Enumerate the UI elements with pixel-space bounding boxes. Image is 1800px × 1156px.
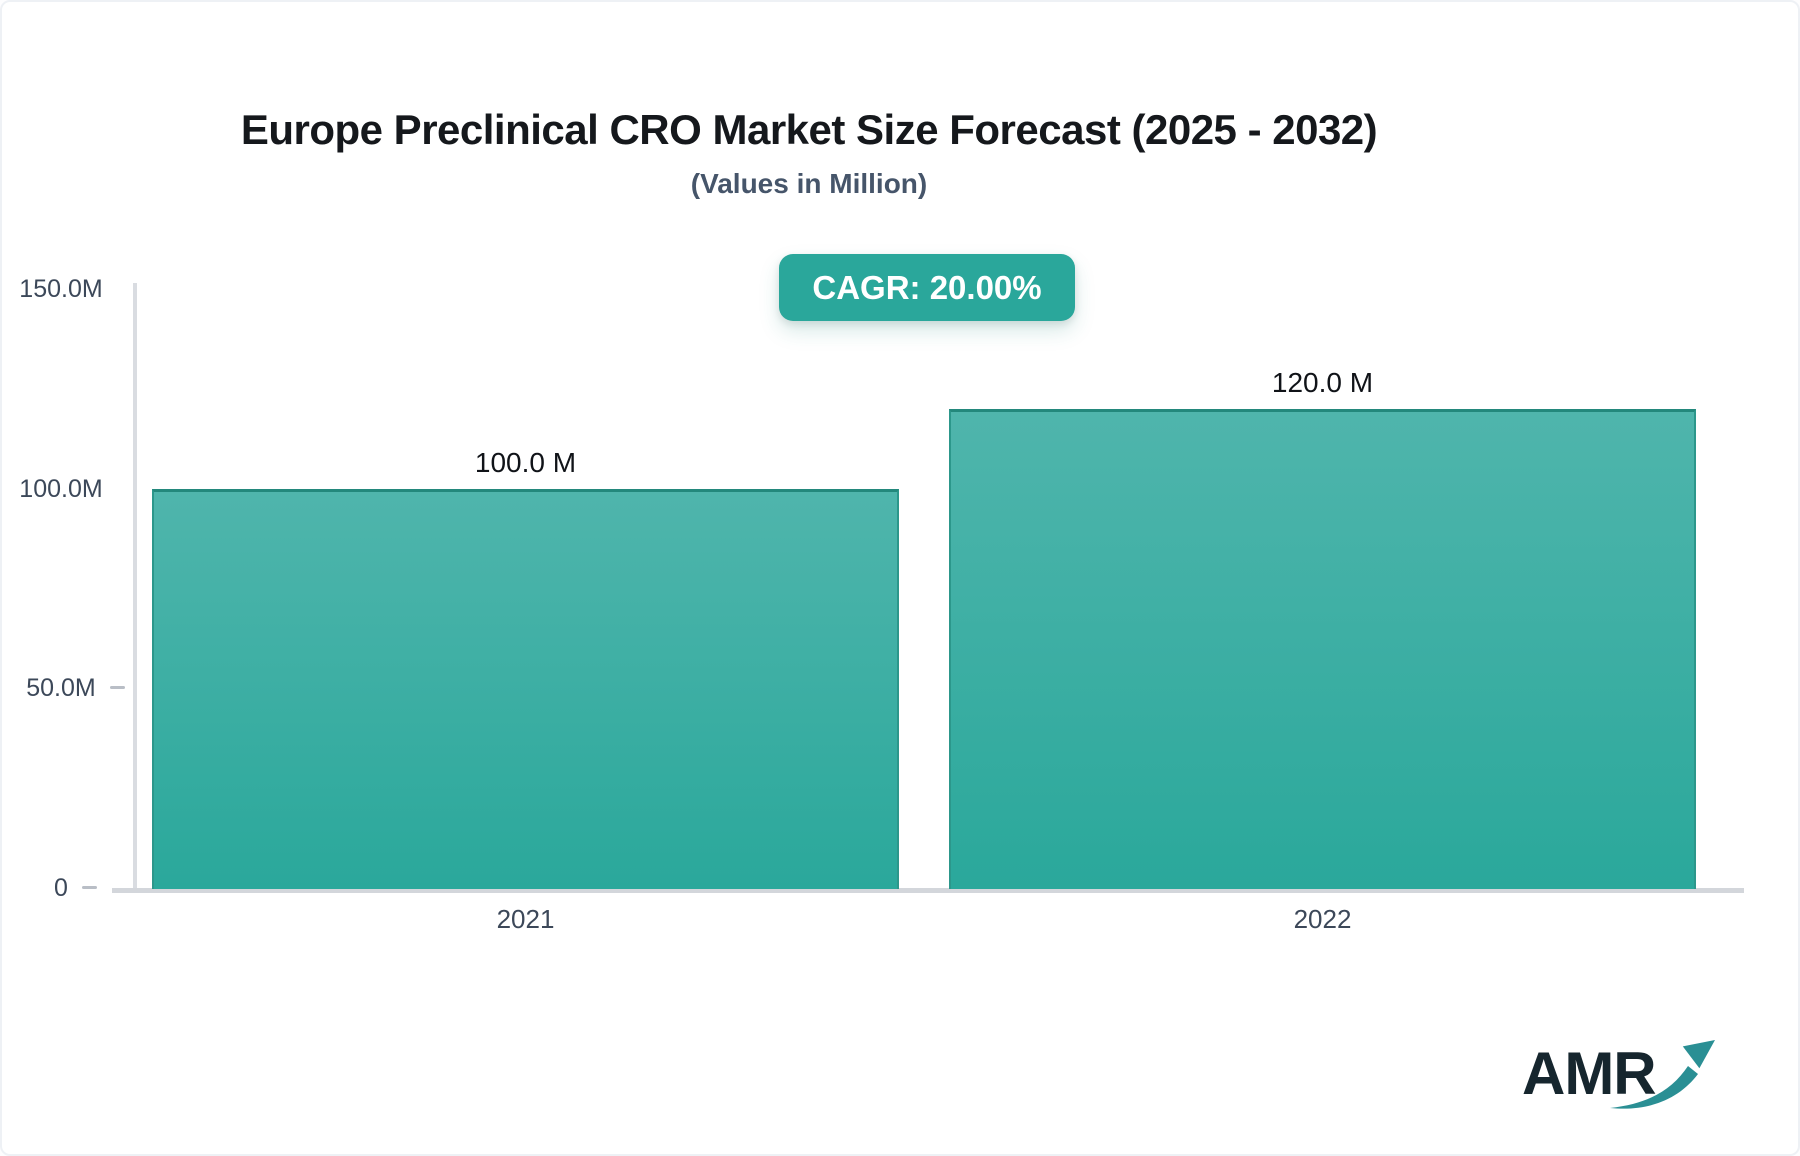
amr-logo-text: AMR <box>1522 1040 1656 1107</box>
x-axis-label: 2022 <box>1293 904 1352 934</box>
y-axis-tick-mark <box>82 886 97 889</box>
chart-title: Europe Preclinical CRO Market Size Forec… <box>240 106 1378 153</box>
x-axis-label: 2021 <box>496 904 555 934</box>
chart-subtitle: (Values in Million) <box>690 168 928 199</box>
y-axis-tick-label: 0 <box>54 874 68 902</box>
y-axis-line <box>133 283 137 892</box>
x-axis-line <box>112 888 1744 893</box>
y-axis-tick-label: 100.0M <box>19 474 103 503</box>
bar-value-label: 120.0 M <box>1271 366 1374 398</box>
bar-value-label: 100.0 M <box>474 446 577 478</box>
y-axis-tick-mark <box>109 686 125 690</box>
y-axis-tick-label: 50.0M <box>26 674 96 703</box>
bar-2021[interactable] <box>152 488 899 889</box>
amr-logo-arrow-icon <box>1610 1040 1715 1109</box>
bar-2022[interactable] <box>949 408 1696 889</box>
amr-logo: AMR <box>1522 1040 1715 1109</box>
cagr-badge: CAGR: 20.00% <box>779 254 1075 321</box>
y-axis-tick-label: 150.0M <box>19 275 103 303</box>
